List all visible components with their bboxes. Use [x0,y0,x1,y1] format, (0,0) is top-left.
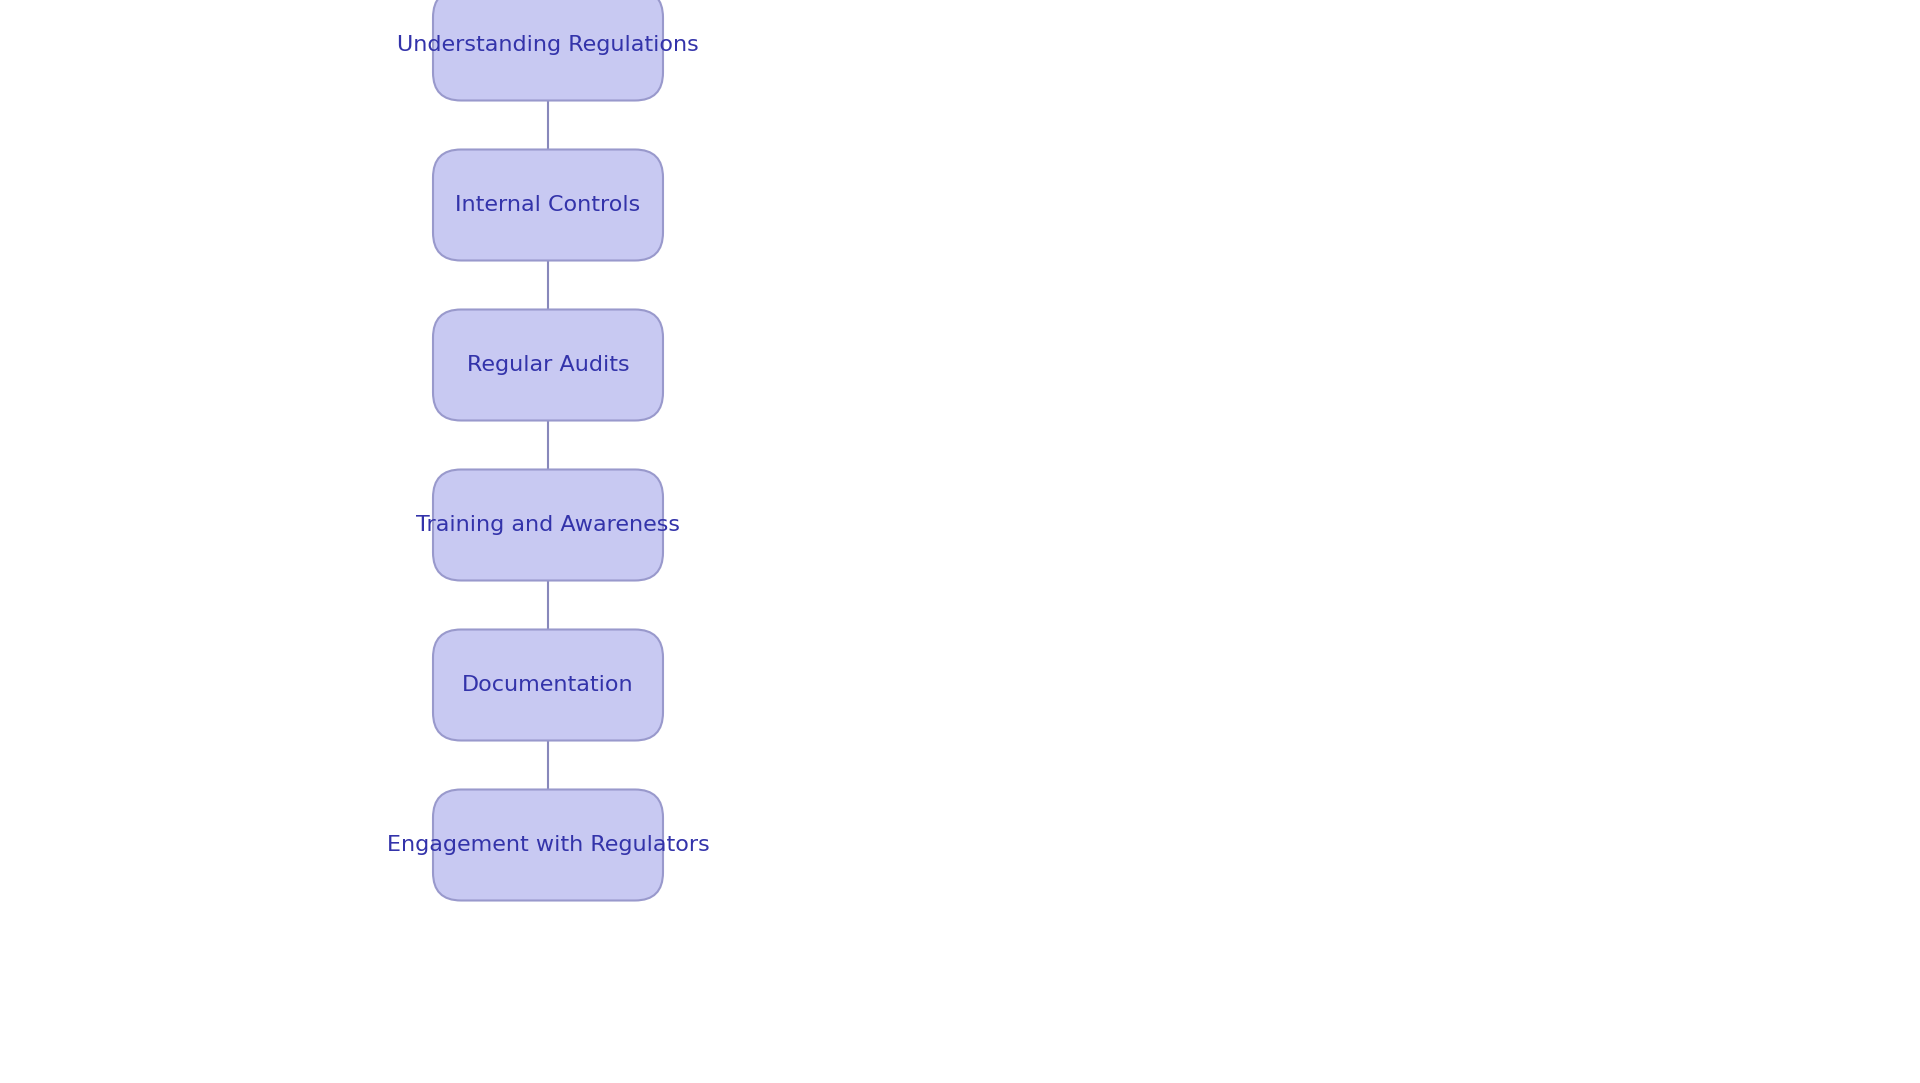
FancyBboxPatch shape [434,0,662,101]
Text: Engagement with Regulators: Engagement with Regulators [386,835,708,854]
Text: Understanding Regulations: Understanding Regulations [397,35,699,55]
FancyBboxPatch shape [434,629,662,741]
FancyBboxPatch shape [434,790,662,900]
FancyBboxPatch shape [434,470,662,580]
Text: Documentation: Documentation [463,675,634,695]
FancyBboxPatch shape [434,149,662,261]
Text: Regular Audits: Regular Audits [467,355,630,375]
Text: Internal Controls: Internal Controls [455,195,641,216]
FancyBboxPatch shape [434,310,662,420]
Text: Training and Awareness: Training and Awareness [417,516,680,535]
